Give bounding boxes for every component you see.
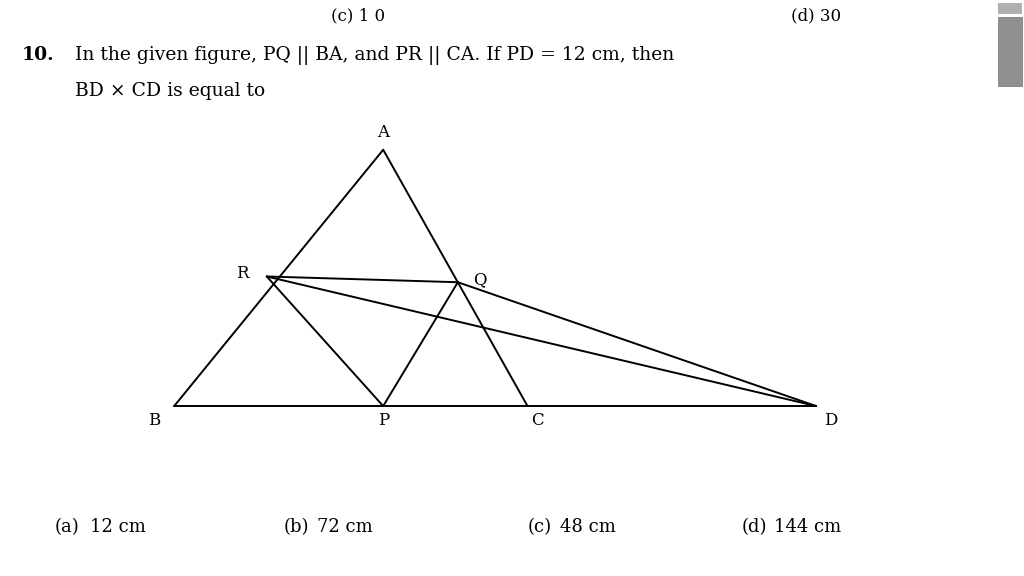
Text: C: C: [531, 412, 544, 429]
Text: A: A: [377, 124, 389, 141]
Text: B: B: [148, 412, 161, 429]
Bar: [997, 17, 1022, 86]
Text: In the given figure, PQ || BA, and PR || CA. If PD = 12 cm, then: In the given figure, PQ || BA, and PR ||…: [75, 46, 674, 65]
Text: 144 cm: 144 cm: [774, 518, 842, 536]
Text: P: P: [378, 412, 389, 429]
Text: (c) 1 0: (c) 1 0: [331, 7, 385, 25]
Bar: [997, 3, 1022, 14]
Text: Q: Q: [473, 271, 486, 288]
Text: (d) 30: (d) 30: [792, 7, 842, 25]
Text: 10.: 10.: [22, 46, 54, 64]
Text: D: D: [824, 412, 838, 429]
Text: BD × CD is equal to: BD × CD is equal to: [75, 82, 265, 100]
Text: (b): (b): [284, 518, 309, 536]
Text: 12 cm: 12 cm: [89, 518, 145, 536]
Text: 72 cm: 72 cm: [316, 518, 373, 536]
Text: (d): (d): [741, 518, 767, 536]
Text: (c): (c): [527, 518, 552, 536]
Text: R: R: [236, 265, 248, 282]
Text: 48 cm: 48 cm: [560, 518, 616, 536]
Text: (a): (a): [54, 518, 80, 536]
